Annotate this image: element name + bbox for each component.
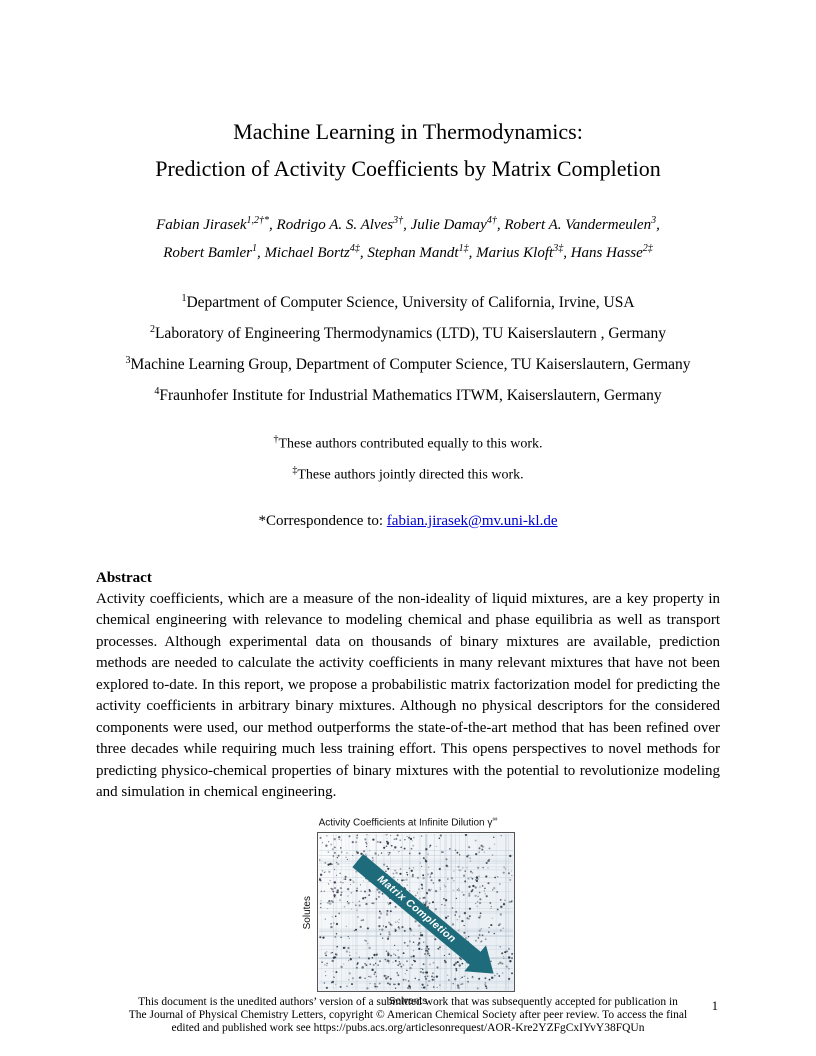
affiliation-line-1: 1Department of Computer Science, Univers… [181, 293, 635, 312]
matrix-heatmap-canvas: Matrix Completion [318, 834, 513, 991]
footer-line-3: edited and published work see https://pu… [171, 1022, 645, 1034]
affiliation-line-4: 4Fraunhofer Institute for Industrial Mat… [154, 386, 662, 405]
authors-line-2: Robert Bamler1, Michael Bortz4‡, Stephan… [163, 243, 653, 261]
matrix-completion-arrow [351, 854, 494, 974]
author-list: Fabian Jirasek1,2†*, Rodrigo A. S. Alves… [96, 209, 720, 265]
figure-title: Activity Coefficients at Infinite Diluti… [318, 815, 498, 829]
footnote-list: †These authors contributed equally to th… [96, 426, 720, 489]
affiliation-list: 1Department of Computer Science, Univers… [96, 285, 720, 410]
abstract-heading: Abstract [96, 569, 152, 586]
footnote-line-1: †These authors contributed equally to th… [273, 433, 543, 452]
footer-line-1: This document is the unedited authors’ v… [138, 996, 678, 1008]
footnote-line-2: ‡These authors jointly directed this wor… [292, 465, 524, 483]
matrix-figure: Activity Coefficients at Infinite Diluti… [96, 816, 720, 1007]
matrix-heatmap: Matrix Completion [316, 832, 515, 993]
abstract-section: Abstract Activity coefficients, which ar… [96, 568, 720, 804]
title-line-1: Machine Learning in Thermodynamics: [233, 119, 583, 144]
matrix-completion-label: Matrix Completion [374, 873, 457, 945]
footer-notice: This document is the unedited authors’ v… [0, 996, 816, 1035]
affiliation-line-2: 2Laboratory of Engineering Thermodynamic… [149, 324, 667, 343]
correspondence-email-link[interactable]: fabian.jirasek@mv.uni-kl.de [386, 512, 558, 529]
authors-line-1: Fabian Jirasek1,2†*, Rodrigo A. S. Alves… [156, 215, 660, 233]
footer-line-2: The Journal of Physical Chemistry Letter… [128, 1009, 688, 1021]
correspondence-prefix: *Correspondence to: [258, 512, 387, 529]
title-line-2: Prediction of Activity Coefficients by M… [155, 156, 661, 181]
affiliation-line-3: 3Machine Learning Group, Department of C… [125, 355, 691, 374]
page-number: 1 [711, 999, 718, 1013]
page-title: Machine Learning in Thermodynamics: Pred… [96, 113, 720, 187]
figure-ylabel: Solutes [301, 895, 313, 929]
correspondence-line: *Correspondence to: fabian.jirasek@mv.un… [96, 513, 720, 530]
abstract-text: Activity coefficients, which are a measu… [96, 590, 720, 801]
figure-xlabel: Solvents [388, 996, 428, 1008]
